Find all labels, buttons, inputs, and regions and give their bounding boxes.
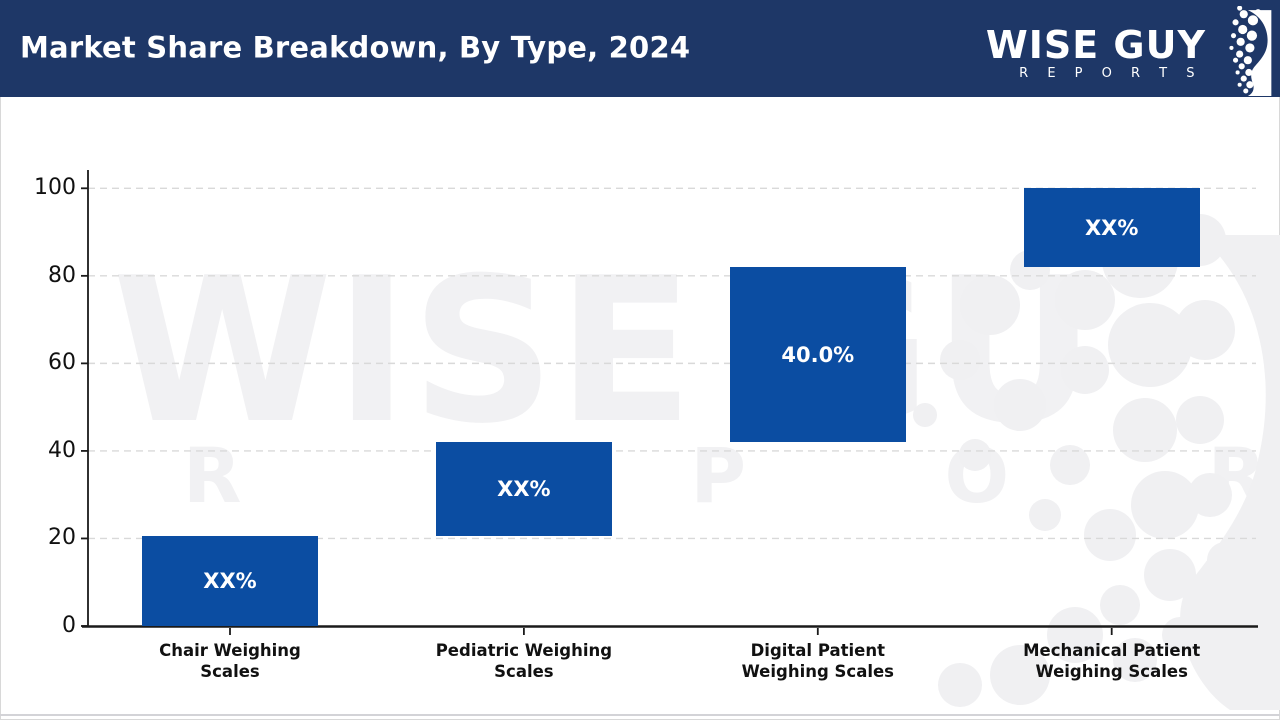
logo-subtext: R E P O R T S xyxy=(1019,66,1202,81)
bar-value-label-1: XX% xyxy=(203,568,257,593)
bar-value-label-3: 40.0% xyxy=(781,342,855,367)
waterfall-bar-2 xyxy=(435,442,612,536)
waterfall-bar-4 xyxy=(1023,188,1200,268)
chart-title: Market Share Breakdown, By Type, 2024 xyxy=(20,30,691,65)
y-tick-label-100: 100 xyxy=(34,175,76,201)
watermark-face-icon xyxy=(913,214,1280,710)
bar-value-label-2: XX% xyxy=(497,476,551,501)
logo-wordmark: WISE GUY xyxy=(985,23,1206,67)
waterfall-bar-3 xyxy=(729,267,906,443)
y-tick-label-0: 0 xyxy=(62,613,76,638)
watermark-subtext: R E P O R T S xyxy=(183,431,1280,520)
x-tick-label-3: Digital Patient Weighing Scales xyxy=(741,641,895,681)
waterfall-bar-1 xyxy=(142,535,318,626)
bottom-divider xyxy=(0,714,1280,716)
logo-face-icon xyxy=(1229,6,1272,96)
y-tick-label-80: 80 xyxy=(48,262,76,288)
x-tick-label-1: Chair Weighing Scales xyxy=(159,641,301,681)
y-tick-label-60: 60 xyxy=(48,350,76,376)
x-tick-label-4: Mechanical Patient Weighing Scales xyxy=(1023,641,1201,681)
y-tick-label-20: 20 xyxy=(48,525,76,551)
x-tick-label-2: Pediatric Weighing Scales xyxy=(435,641,613,681)
bar-value-label-4: XX% xyxy=(1084,215,1139,240)
y-tick-label-40: 40 xyxy=(48,437,76,463)
header-band: Market Share Breakdown, By Type, 2024 WI… xyxy=(0,0,1280,97)
wiseguy-logo: WISE GUY R E P O R T S xyxy=(986,4,1272,96)
